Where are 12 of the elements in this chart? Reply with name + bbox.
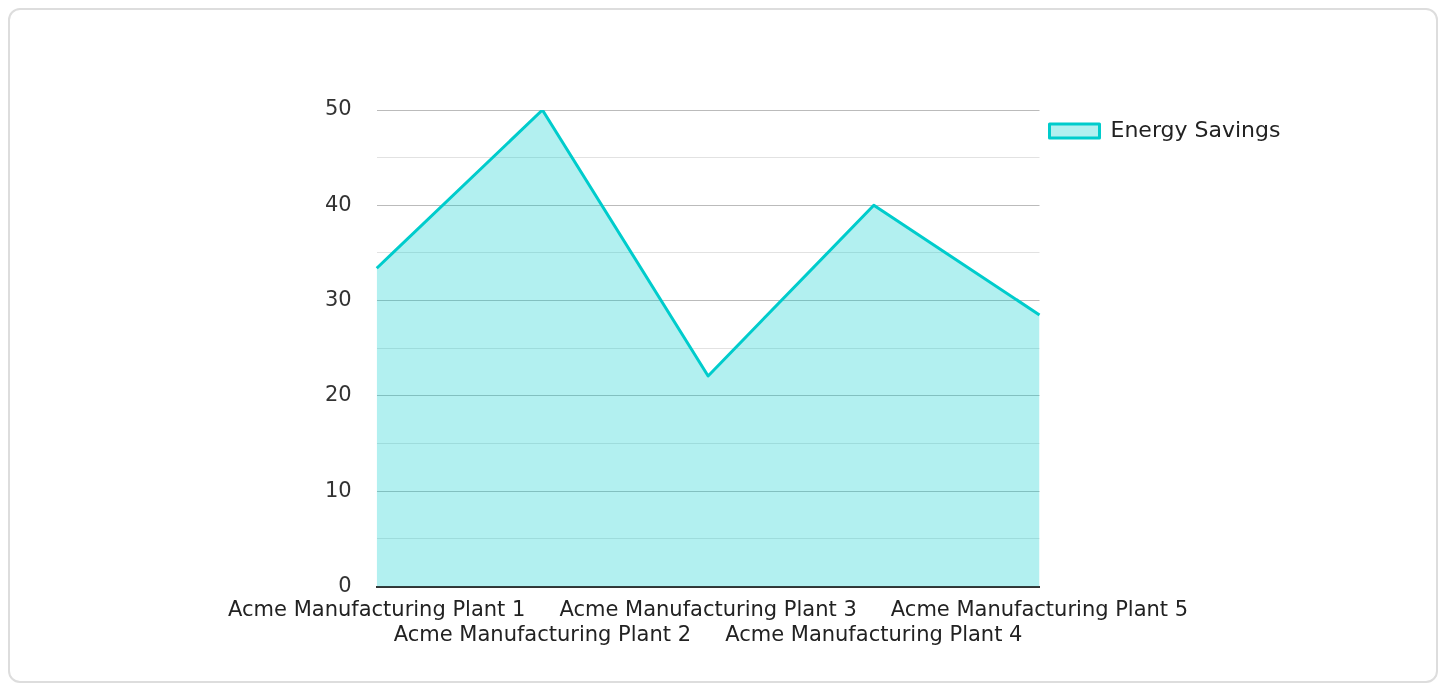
x-tick-label: Acme Manufacturing Plant 2 bbox=[393, 621, 692, 646]
x-tick-label: Acme Manufacturing Plant 5 bbox=[890, 596, 1189, 621]
x-tick-label: Acme Manufacturing Plant 1 bbox=[228, 596, 526, 621]
y-tick-label: 0 bbox=[338, 573, 352, 598]
y-tick-label: 40 bbox=[324, 191, 352, 216]
x-tick-label: Acme Manufacturing Plant 3 bbox=[559, 596, 857, 621]
x-tick-label: Acme Manufacturing Plant 4 bbox=[725, 621, 1023, 646]
y-tick-label: 50 bbox=[324, 96, 352, 121]
y-tick-label: 10 bbox=[324, 477, 352, 502]
y-tick-label: 20 bbox=[324, 382, 352, 407]
legend-label: Energy Savings bbox=[1110, 116, 1281, 142]
y-tick-label: 30 bbox=[324, 287, 352, 312]
